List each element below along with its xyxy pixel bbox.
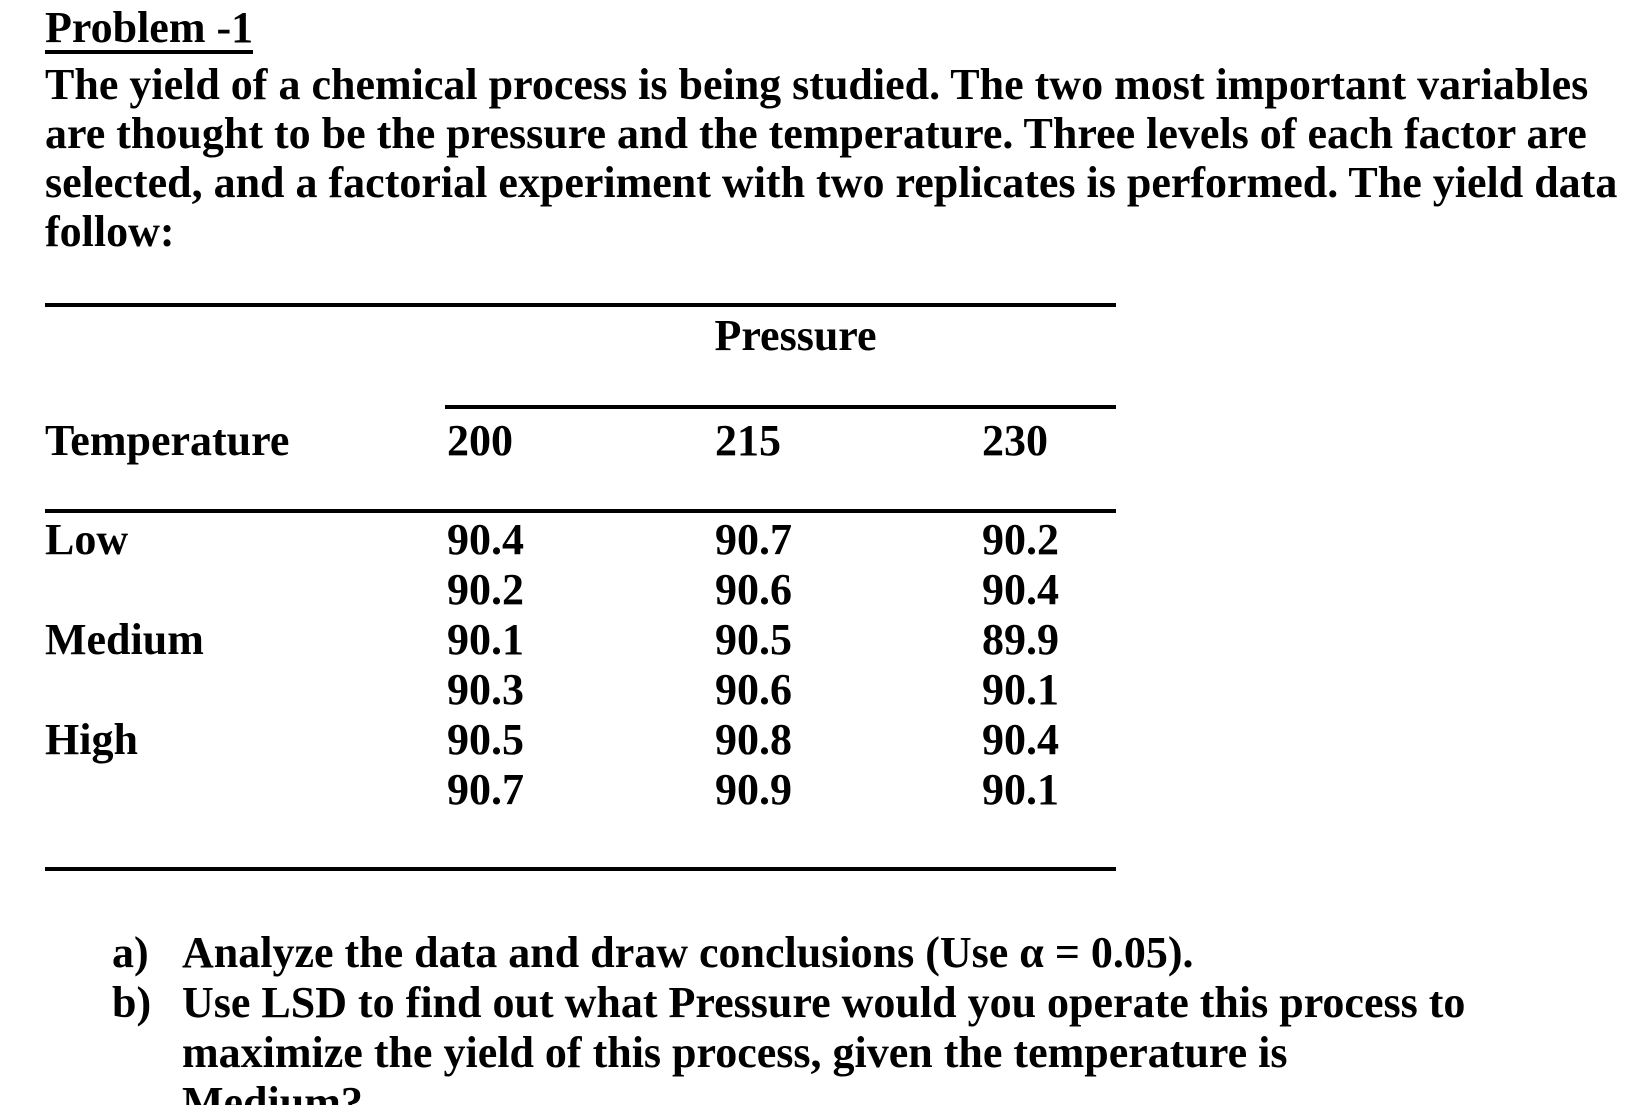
table-body: Low 90.4 90.7 90.2 90.2 90.6 90.4 Medium… [45,515,1635,815]
table-rule-mid [45,509,1116,513]
temperature-axis-label: Temperature [45,416,290,465]
question-a-marker: a) [112,928,149,977]
document-page: Problem -1 The yield of a chemical proce… [45,3,1635,1105]
pressure-group-header: Pressure [714,311,877,360]
table-rule-bottom [45,867,1116,871]
question-a-text: Analyze the data and draw conclusions (U… [182,928,1194,977]
yield-cell: 90.7 [715,515,792,564]
yield-cell: 90.4 [447,515,524,564]
yield-cell: 90.4 [982,565,1059,614]
problem-title: Problem -1 [45,3,1635,54]
yield-table: Pressure Temperature 200 215 230 Low 90.… [45,303,1635,871]
pressure-level-header-215: 215 [715,416,781,465]
yield-cell: 90.2 [982,515,1059,564]
yield-cell: 90.7 [447,765,524,814]
row-label-spacer [45,665,447,715]
yield-cell: 90.8 [715,715,792,764]
yield-cell: 90.2 [447,565,524,614]
pressure-group-rule [445,405,1116,409]
yield-cell: 90.1 [982,765,1059,814]
table-header-row: Temperature 200 215 230 [45,416,1635,465]
problem-title-text: Problem -1 [45,3,254,54]
yield-cell: 89.9 [982,615,1059,664]
table-rule-top [45,303,1116,307]
yield-cell: 90.1 [982,665,1059,714]
pressure-level-header-200: 200 [447,416,513,465]
row-label-high: High [45,715,138,764]
question-b: b) Use LSD to find out what Pressure wou… [45,978,1635,1105]
question-a: a) Analyze the data and draw conclusions… [45,928,1635,978]
yield-cell: 90.4 [982,715,1059,764]
questions-list: a) Analyze the data and draw conclusions… [45,928,1635,1105]
question-b-marker: b) [112,978,152,1027]
yield-cell: 90.1 [447,615,524,664]
yield-cell: 90.5 [447,715,524,764]
row-label-spacer [45,565,447,615]
row-label-medium: Medium [45,615,204,664]
row-label-low: Low [45,515,129,564]
yield-cell: 90.3 [447,665,524,714]
yield-cell: 90.6 [715,665,792,714]
yield-cell: 90.9 [715,765,792,814]
row-label-spacer [45,765,447,815]
yield-cell: 90.6 [715,565,792,614]
problem-description: The yield of a chemical process is being… [45,60,1618,256]
question-b-text: Use LSD to find out what Pressure would … [182,978,1466,1105]
pressure-level-header-230: 230 [982,416,1048,465]
yield-cell: 90.5 [715,615,792,664]
